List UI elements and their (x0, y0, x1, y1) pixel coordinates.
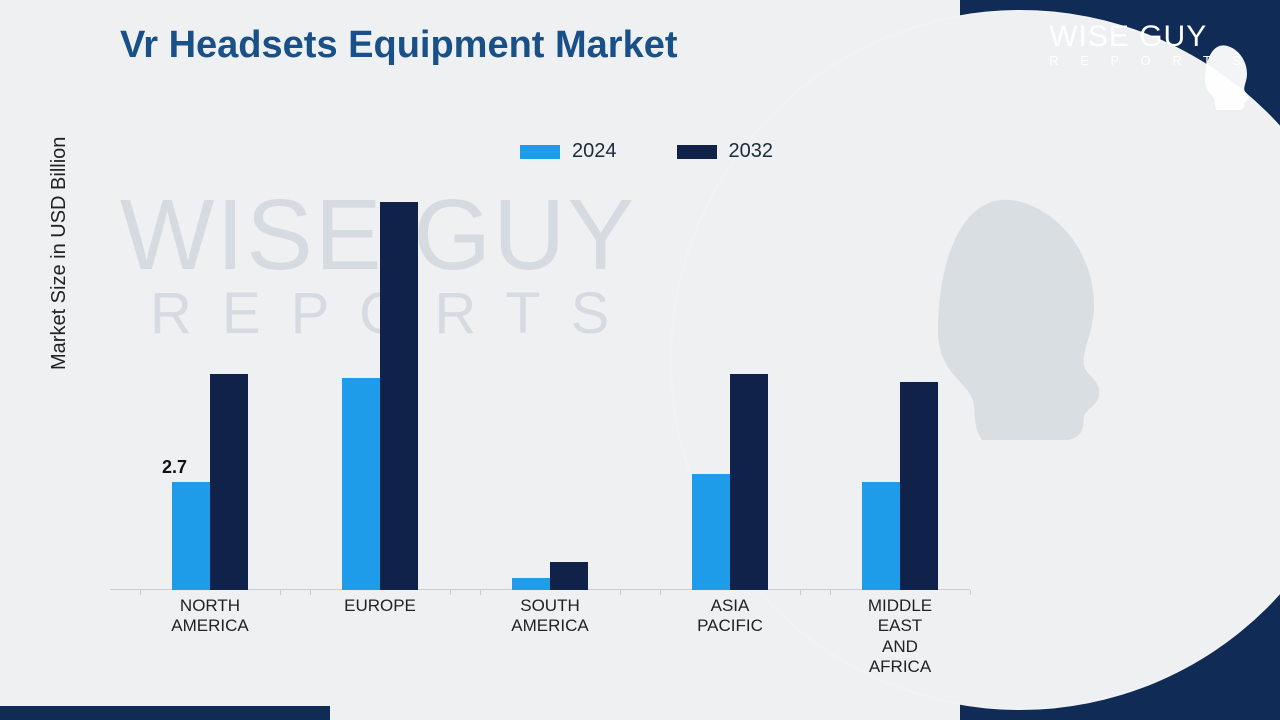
category-label: EUROPE (344, 596, 416, 616)
bar-pair (512, 562, 588, 590)
tick (480, 590, 481, 595)
category-label: ASIA PACIFIC (697, 596, 763, 637)
bar-2032 (380, 202, 418, 590)
category-label: SOUTH AMERICA (511, 596, 588, 637)
y-axis-label: Market Size in USD Billion (48, 137, 71, 370)
tick (800, 590, 801, 595)
chart-title: Vr Headsets Equipment Market (120, 24, 678, 67)
legend-swatch-2032 (677, 145, 717, 159)
bar-pair (342, 202, 418, 590)
tick (450, 590, 451, 595)
legend-label-2024: 2024 (572, 140, 617, 163)
bar-2024 (342, 378, 380, 590)
legend-item-2032: 2032 (677, 140, 774, 163)
category-label: NORTH AMERICA (171, 596, 248, 637)
tick (280, 590, 281, 595)
bar-2024 (862, 482, 900, 590)
legend-item-2024: 2024 (520, 140, 617, 163)
tick (970, 590, 971, 595)
legend: 2024 2032 (520, 140, 773, 163)
tick (620, 590, 621, 595)
tick (140, 590, 141, 595)
bar-2024 (692, 474, 730, 590)
footer-stripe (0, 706, 330, 720)
tick (310, 590, 311, 595)
bar-2024 (172, 482, 210, 590)
bar-pair (692, 374, 768, 590)
brand-head-icon (1184, 40, 1254, 110)
bar-pair (862, 382, 938, 590)
bar-2024 (512, 578, 550, 590)
plot-area: NORTH AMERICA2.7EUROPESOUTH AMERICAASIA … (110, 190, 970, 590)
legend-swatch-2024 (520, 145, 560, 159)
bar-2032 (730, 374, 768, 590)
stage: WISE GUY R E P O R T S Vr Headsets Equip… (0, 0, 1280, 720)
bar-pair (172, 374, 248, 590)
category-label: MIDDLE EAST AND AFRICA (868, 596, 932, 678)
tick (830, 590, 831, 595)
bar-2032 (900, 382, 938, 590)
tick (660, 590, 661, 595)
brand-logo: WISE GUY R E P O R T S (1049, 22, 1250, 70)
bar-2032 (550, 562, 588, 590)
legend-label-2032: 2032 (729, 140, 774, 163)
value-label: 2.7 (162, 457, 187, 478)
bar-2032 (210, 374, 248, 590)
